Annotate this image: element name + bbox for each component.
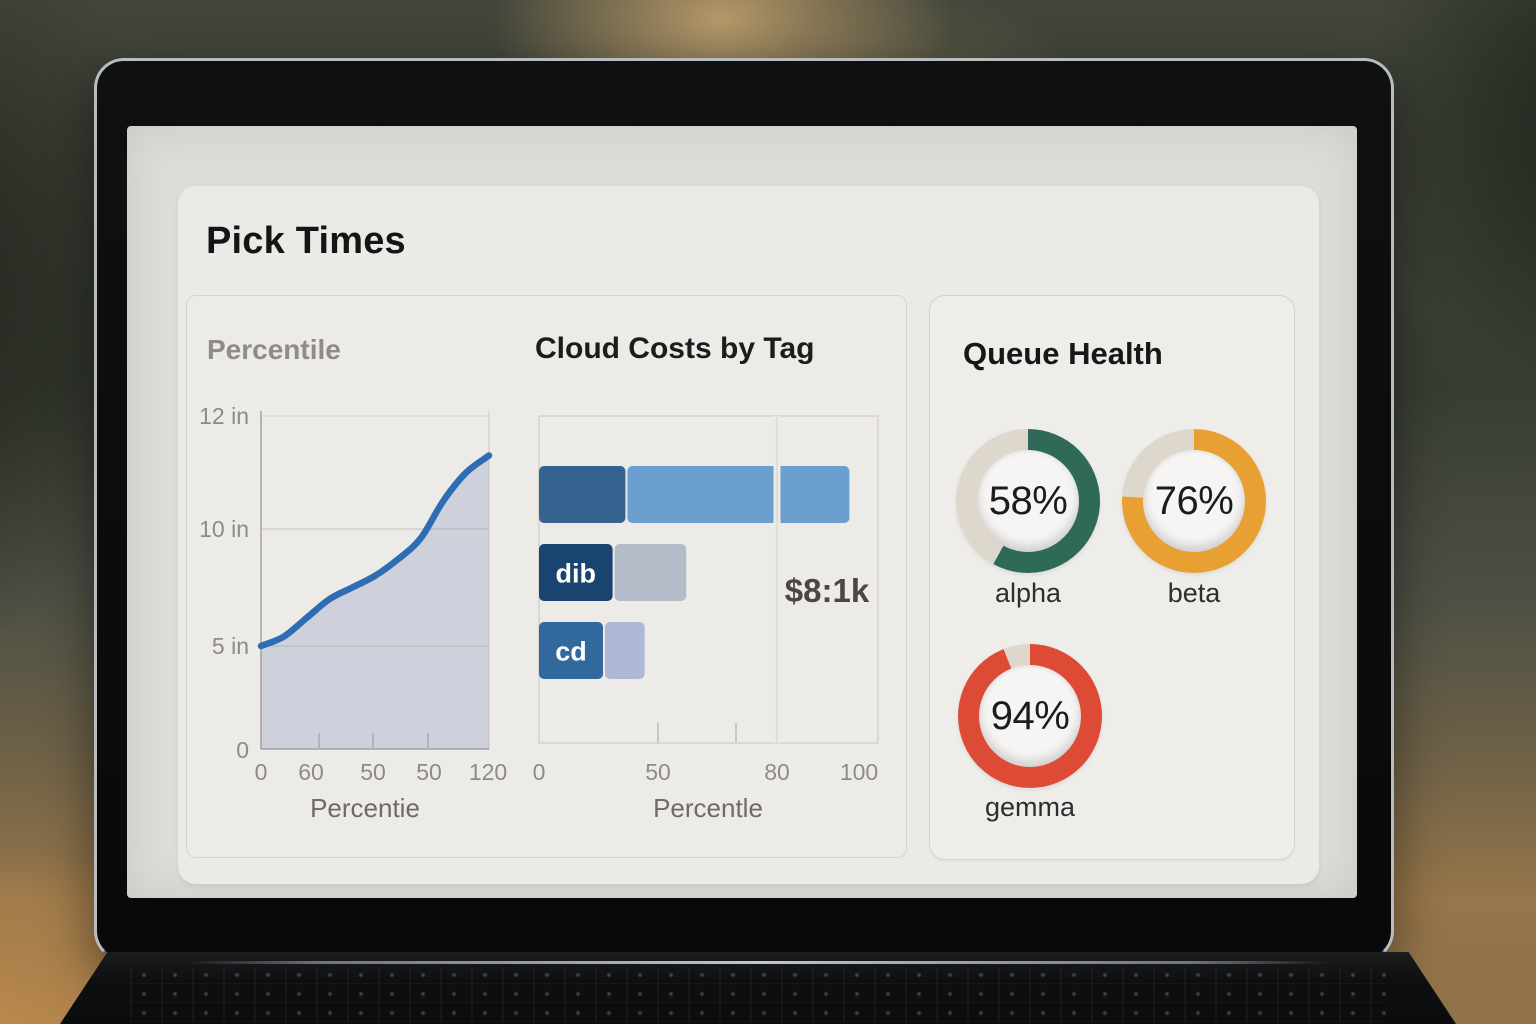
bar-segment: [605, 622, 645, 679]
bar-segment-label: dib: [556, 559, 597, 589]
line-ytick-label: 0: [236, 737, 249, 763]
bar-chart-title: Cloud Costs by Tag: [535, 332, 815, 365]
line-xtick-label: 60: [298, 759, 324, 785]
bar-series-group: dib cd: [539, 466, 850, 679]
line-series-path: [257, 452, 493, 650]
gauge-gemma-value: 94%: [990, 693, 1070, 738]
bar-xtick-label: 0: [533, 759, 546, 785]
charts-panel: Percentile Cloud Costs by Tag 12 in 10 i…: [186, 295, 907, 858]
laptop-keyboard: [129, 968, 1387, 1022]
gauge-alpha-hole: 58%: [977, 450, 1079, 552]
bar-xtick-label: 80: [764, 759, 790, 785]
line-xtick-label: 50: [360, 759, 386, 785]
line-x-axis-label: Percentie: [310, 793, 420, 823]
line-ytick-label: 5 in: [212, 633, 249, 659]
line-xtick-label: 50: [416, 759, 442, 785]
gauge-alpha-label: alpha: [994, 578, 1062, 608]
bar-xtick-label: 100: [840, 759, 878, 785]
line-ytick-label: 12 in: [199, 403, 249, 429]
gauge-beta: 76%: [1122, 429, 1266, 573]
page-title: Pick Times: [206, 220, 406, 262]
gauge-gemma: 94%: [958, 644, 1102, 788]
gauge-beta-hole: 76%: [1143, 450, 1245, 552]
gauge-alpha: 58%: [956, 429, 1100, 573]
bar-segment: [539, 544, 613, 601]
laptop-base: [60, 952, 1456, 1024]
bar-segment: [627, 466, 850, 523]
bar-segment: [539, 466, 626, 523]
bar-chart-annotation: $8:1k: [785, 572, 870, 609]
line-chart-title: Percentile: [207, 334, 341, 365]
line-xtick-label: 0: [255, 759, 268, 785]
line-ytick-label: 10 in: [199, 516, 249, 542]
gauge-beta-value: 76%: [1154, 478, 1234, 523]
bar-segment-label: cd: [555, 637, 587, 667]
queue-health-title: Queue Health: [963, 336, 1163, 371]
bar-x-axis-label: Percentle: [653, 793, 763, 823]
bar-segment: [614, 544, 687, 601]
gauge-gemma-hole: 94%: [979, 665, 1081, 767]
queue-health-panel: Queue Health 58% alpha 76% beta 94% gemm…: [929, 295, 1295, 860]
bar-segment: [539, 622, 603, 679]
line-xtick-label: 120: [469, 759, 507, 785]
gauge-alpha-value: 58%: [988, 478, 1068, 523]
bar-xtick-label: 50: [645, 759, 671, 785]
gauge-beta-label: beta: [1167, 578, 1221, 608]
line-series-area: [261, 455, 489, 749]
laptop-hinge: [185, 961, 1331, 964]
gauge-gemma-label: gemma: [984, 792, 1076, 822]
charts-canvas: 12 in 10 in 5 in 0 0 60 50 50 120 Percen…: [199, 403, 879, 823]
